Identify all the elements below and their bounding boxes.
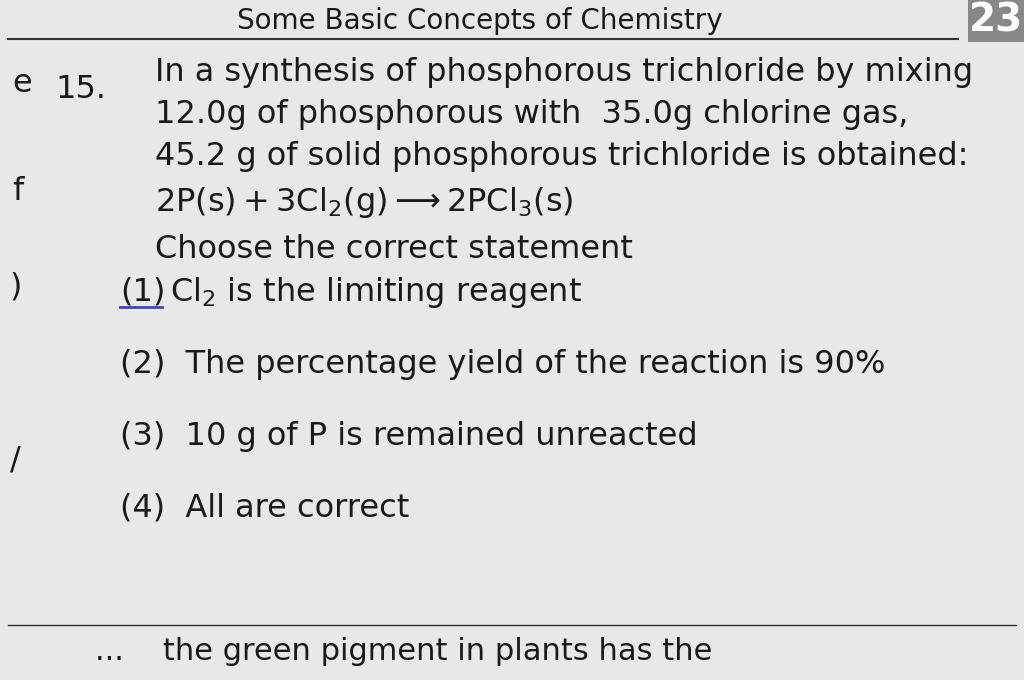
Text: (3)  10 g of P is remained unreacted: (3) 10 g of P is remained unreacted xyxy=(120,420,697,452)
Text: (2)  The percentage yield of the reaction is 90%: (2) The percentage yield of the reaction… xyxy=(120,348,886,379)
Text: ...    the green pigment in plants has the: ... the green pigment in plants has the xyxy=(95,638,713,666)
Text: Choose the correct statement: Choose the correct statement xyxy=(155,235,633,265)
Text: ): ) xyxy=(10,271,23,303)
Text: (4)  All are correct: (4) All are correct xyxy=(120,492,410,524)
Text: $\mathregular{Cl_2}$ is the limiting reagent: $\mathregular{Cl_2}$ is the limiting rea… xyxy=(170,275,582,309)
Text: 15.: 15. xyxy=(55,75,106,105)
Text: (1): (1) xyxy=(120,277,165,307)
FancyBboxPatch shape xyxy=(968,0,1024,42)
Text: Some Basic Concepts of Chemistry: Some Basic Concepts of Chemistry xyxy=(238,7,723,35)
Text: f: f xyxy=(12,177,24,207)
Text: 45.2 g of solid phosphorous trichloride is obtained:: 45.2 g of solid phosphorous trichloride … xyxy=(155,141,969,171)
Text: In a synthesis of phosphorous trichloride by mixing: In a synthesis of phosphorous trichlorid… xyxy=(155,56,973,88)
Text: e: e xyxy=(12,69,32,99)
Text: /: / xyxy=(10,445,20,475)
Text: $\mathregular{2P(s) + 3Cl_2(g) \longrightarrow 2PCl_3(s)}$: $\mathregular{2P(s) + 3Cl_2(g) \longrigh… xyxy=(155,184,573,220)
Text: 12.0g of phosphorous with  35.0g chlorine gas,: 12.0g of phosphorous with 35.0g chlorine… xyxy=(155,99,908,129)
Text: 23: 23 xyxy=(969,2,1023,40)
